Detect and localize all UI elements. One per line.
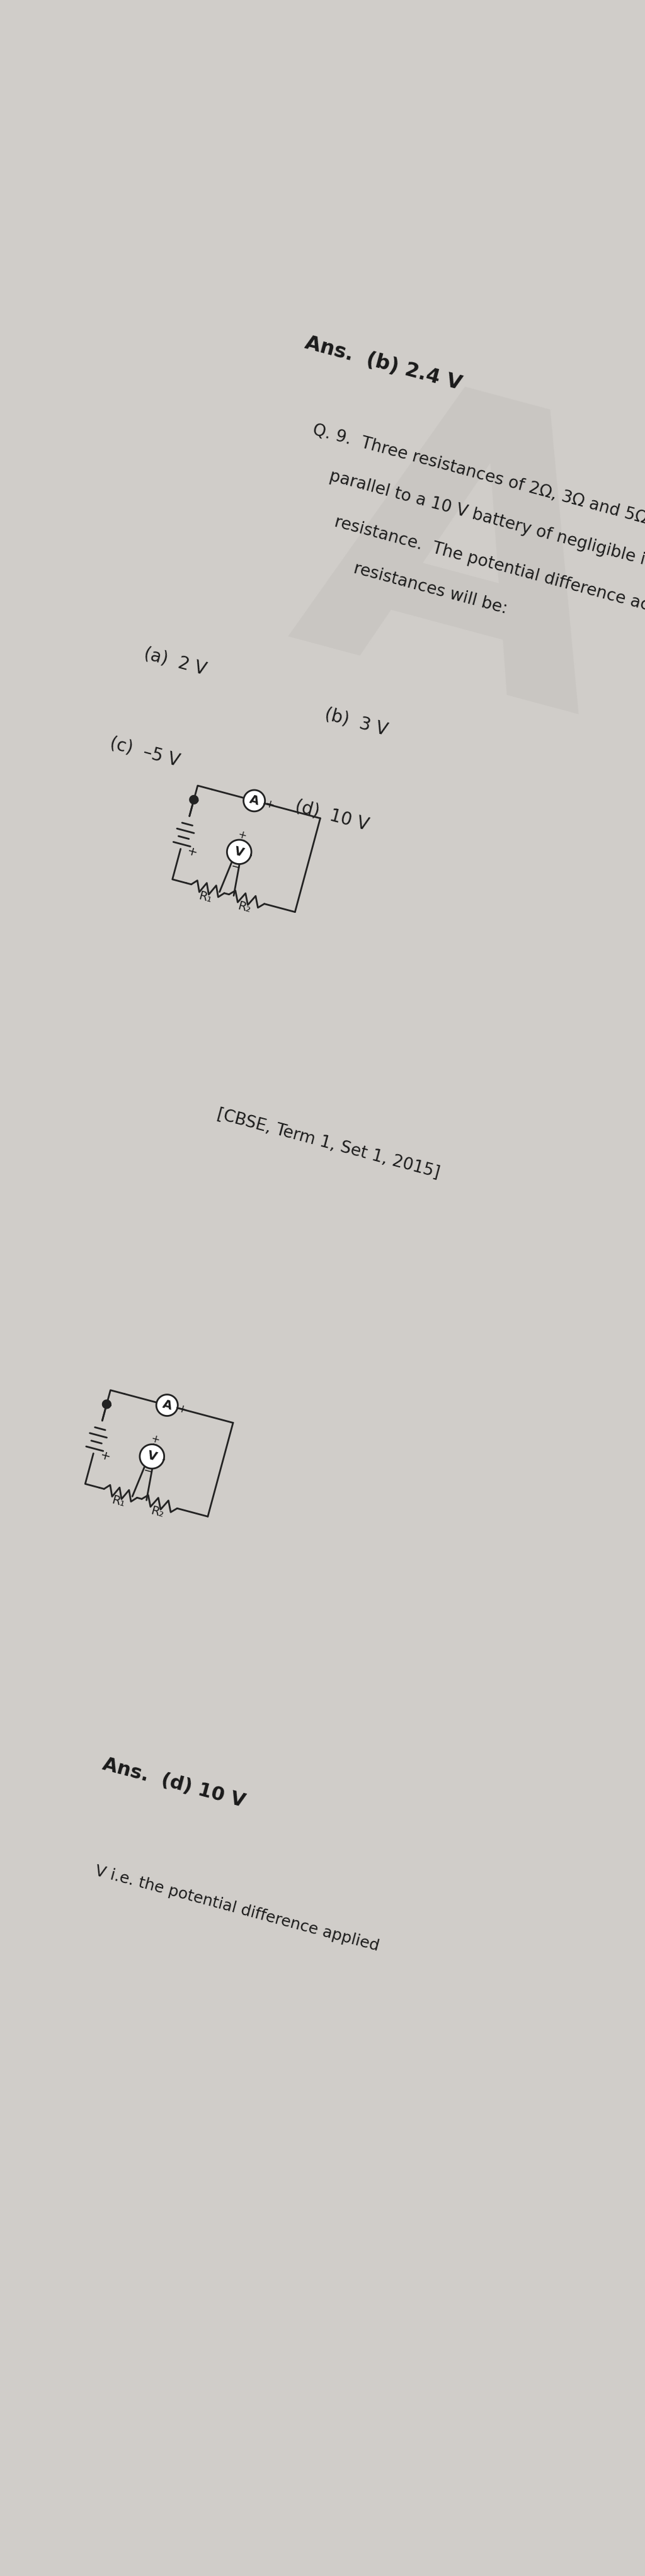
Text: +: +	[237, 829, 248, 842]
Text: R₁: R₁	[197, 889, 213, 904]
Text: +: +	[149, 1432, 161, 1445]
Text: Q. 9.  Three resistances of 2Ω, 3Ω and 5Ω areconnected in: Q. 9. Three resistances of 2Ω, 3Ω and 5Ω…	[310, 422, 645, 564]
Text: (d)  10 V: (d) 10 V	[293, 799, 371, 835]
Polygon shape	[103, 1401, 110, 1409]
Text: R₁: R₁	[110, 1494, 126, 1510]
Text: +: +	[176, 1401, 188, 1417]
Text: A: A	[248, 793, 261, 809]
Text: R₂: R₂	[149, 1504, 165, 1520]
Polygon shape	[140, 1445, 164, 1468]
Polygon shape	[156, 1394, 178, 1417]
Text: (b)  3 V: (b) 3 V	[322, 706, 390, 739]
Text: resistances will be:: resistances will be:	[352, 559, 510, 618]
Text: A: A	[161, 1399, 174, 1412]
Polygon shape	[227, 840, 252, 863]
Text: −: −	[229, 860, 241, 873]
Polygon shape	[190, 796, 198, 804]
Text: +: +	[99, 1450, 112, 1463]
Text: −: −	[142, 1466, 154, 1479]
Text: +: +	[263, 799, 275, 811]
Text: V: V	[146, 1450, 158, 1463]
Text: Ans.  (b) 2.4 V: Ans. (b) 2.4 V	[303, 332, 464, 394]
Text: (a)  2 V: (a) 2 V	[142, 644, 208, 677]
Text: A: A	[265, 348, 645, 793]
Text: (c)  –5 V: (c) –5 V	[108, 734, 181, 770]
Text: parallel to a 10 V battery of negligible internal: parallel to a 10 V battery of negligible…	[328, 469, 645, 585]
Text: V i.e. the potential difference applied: V i.e. the potential difference applied	[94, 1862, 381, 1955]
Text: [CBSE, Term 1, Set 1, 2015]: [CBSE, Term 1, Set 1, 2015]	[215, 1105, 442, 1182]
Text: Ans.  (d) 10 V: Ans. (d) 10 V	[100, 1754, 247, 1811]
Text: resistance.  The potential difference across the three: resistance. The potential difference acr…	[332, 515, 645, 644]
Text: R₂: R₂	[236, 899, 252, 914]
Text: +: +	[186, 845, 199, 860]
Text: V: V	[233, 845, 245, 858]
Polygon shape	[244, 791, 265, 811]
